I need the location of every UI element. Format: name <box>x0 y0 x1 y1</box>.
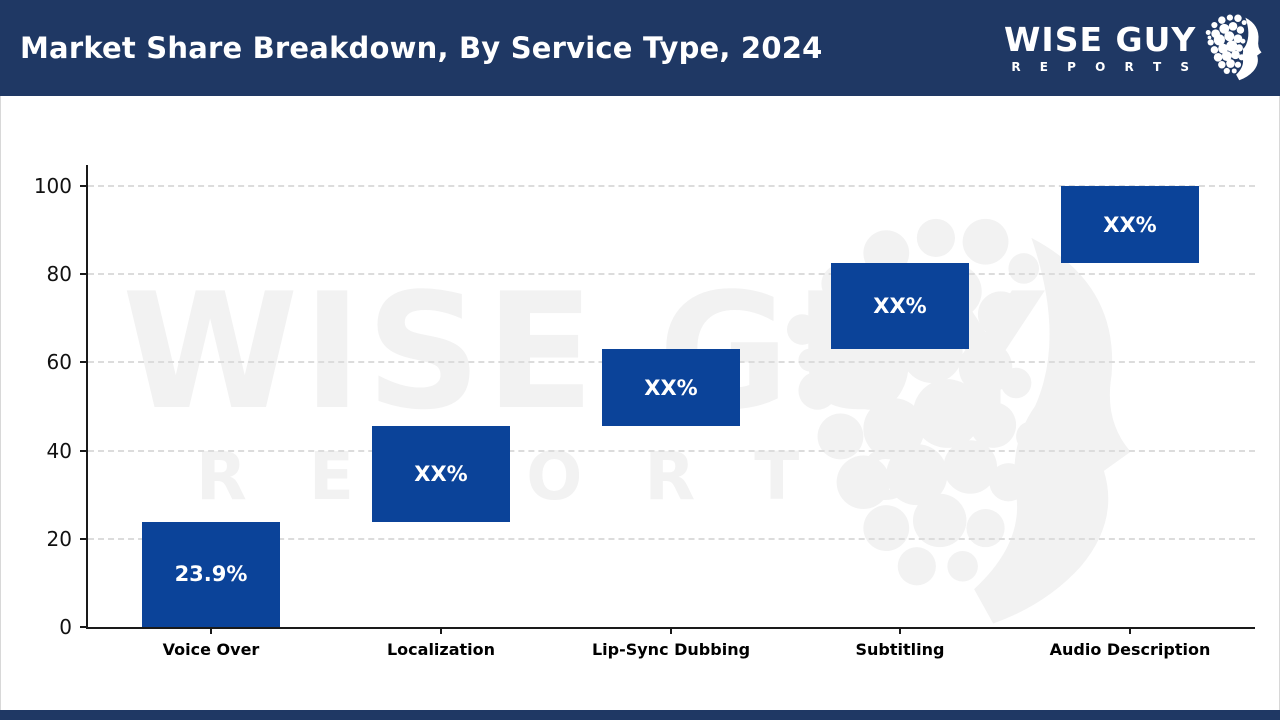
y-tick <box>80 449 88 452</box>
bar-value-label: XX% <box>644 375 698 400</box>
y-tick-label: 60 <box>46 350 72 375</box>
bar-subtitling: XX% <box>831 263 969 350</box>
y-tick <box>80 185 88 187</box>
bar-audio-description: XX% <box>1061 186 1199 264</box>
bar-value-label: XX% <box>1103 212 1157 237</box>
header-bar: Market Share Breakdown, By Service Type,… <box>0 0 1280 96</box>
x-tick <box>899 627 901 634</box>
x-axis-line <box>86 627 1255 629</box>
y-tick <box>80 626 88 628</box>
bar-value-label: 23.9% <box>174 562 248 587</box>
x-category-label: Voice Over <box>162 640 260 659</box>
y-tick-label: 80 <box>46 262 72 287</box>
watermark-reports-text: REPORTS <box>196 438 971 515</box>
x-tick <box>440 627 442 634</box>
y-tick-label: 0 <box>59 615 72 639</box>
chart-title: Market Share Breakdown, By Service Type,… <box>20 31 823 65</box>
y-tick-label: 100 <box>33 174 72 198</box>
y-gridline <box>88 273 1255 276</box>
x-category-label: Localization <box>386 640 496 659</box>
bar-lip-sync-dubbing: XX% <box>602 349 740 427</box>
logo-face-icon <box>1202 10 1264 86</box>
logo-wordmark: WISE GUY R E P O R T S <box>1002 23 1198 73</box>
x-tick <box>1129 627 1131 634</box>
x-category-label: Audio Description <box>1049 640 1211 659</box>
bar-value-label: XX% <box>873 294 927 319</box>
y-gridline <box>88 537 1255 540</box>
logo-reports-label: R E P O R T S <box>1011 60 1198 74</box>
y-tick-label: 40 <box>46 438 72 463</box>
bar-localization: XX% <box>372 426 510 522</box>
x-tick <box>210 627 212 634</box>
footer-bar <box>0 710 1280 720</box>
y-gridline <box>88 185 1255 187</box>
logo-word-text: WISE GUY <box>1004 20 1197 59</box>
y-tick <box>80 273 88 276</box>
bar-voice-over: 23.9% <box>142 521 280 627</box>
y-tick <box>80 537 88 540</box>
y-gridline <box>88 449 1255 452</box>
bar-value-label: XX% <box>414 461 468 486</box>
y-tick <box>80 361 88 364</box>
y-tick-label: 20 <box>46 526 72 551</box>
x-tick <box>670 627 672 634</box>
wiseguy-logo: WISE GUY R E P O R T S <box>1002 10 1264 86</box>
y-axis-line <box>86 165 88 629</box>
x-category-label: Subtitling <box>855 640 945 659</box>
x-category-label: Lip-Sync Dubbing <box>591 640 751 659</box>
